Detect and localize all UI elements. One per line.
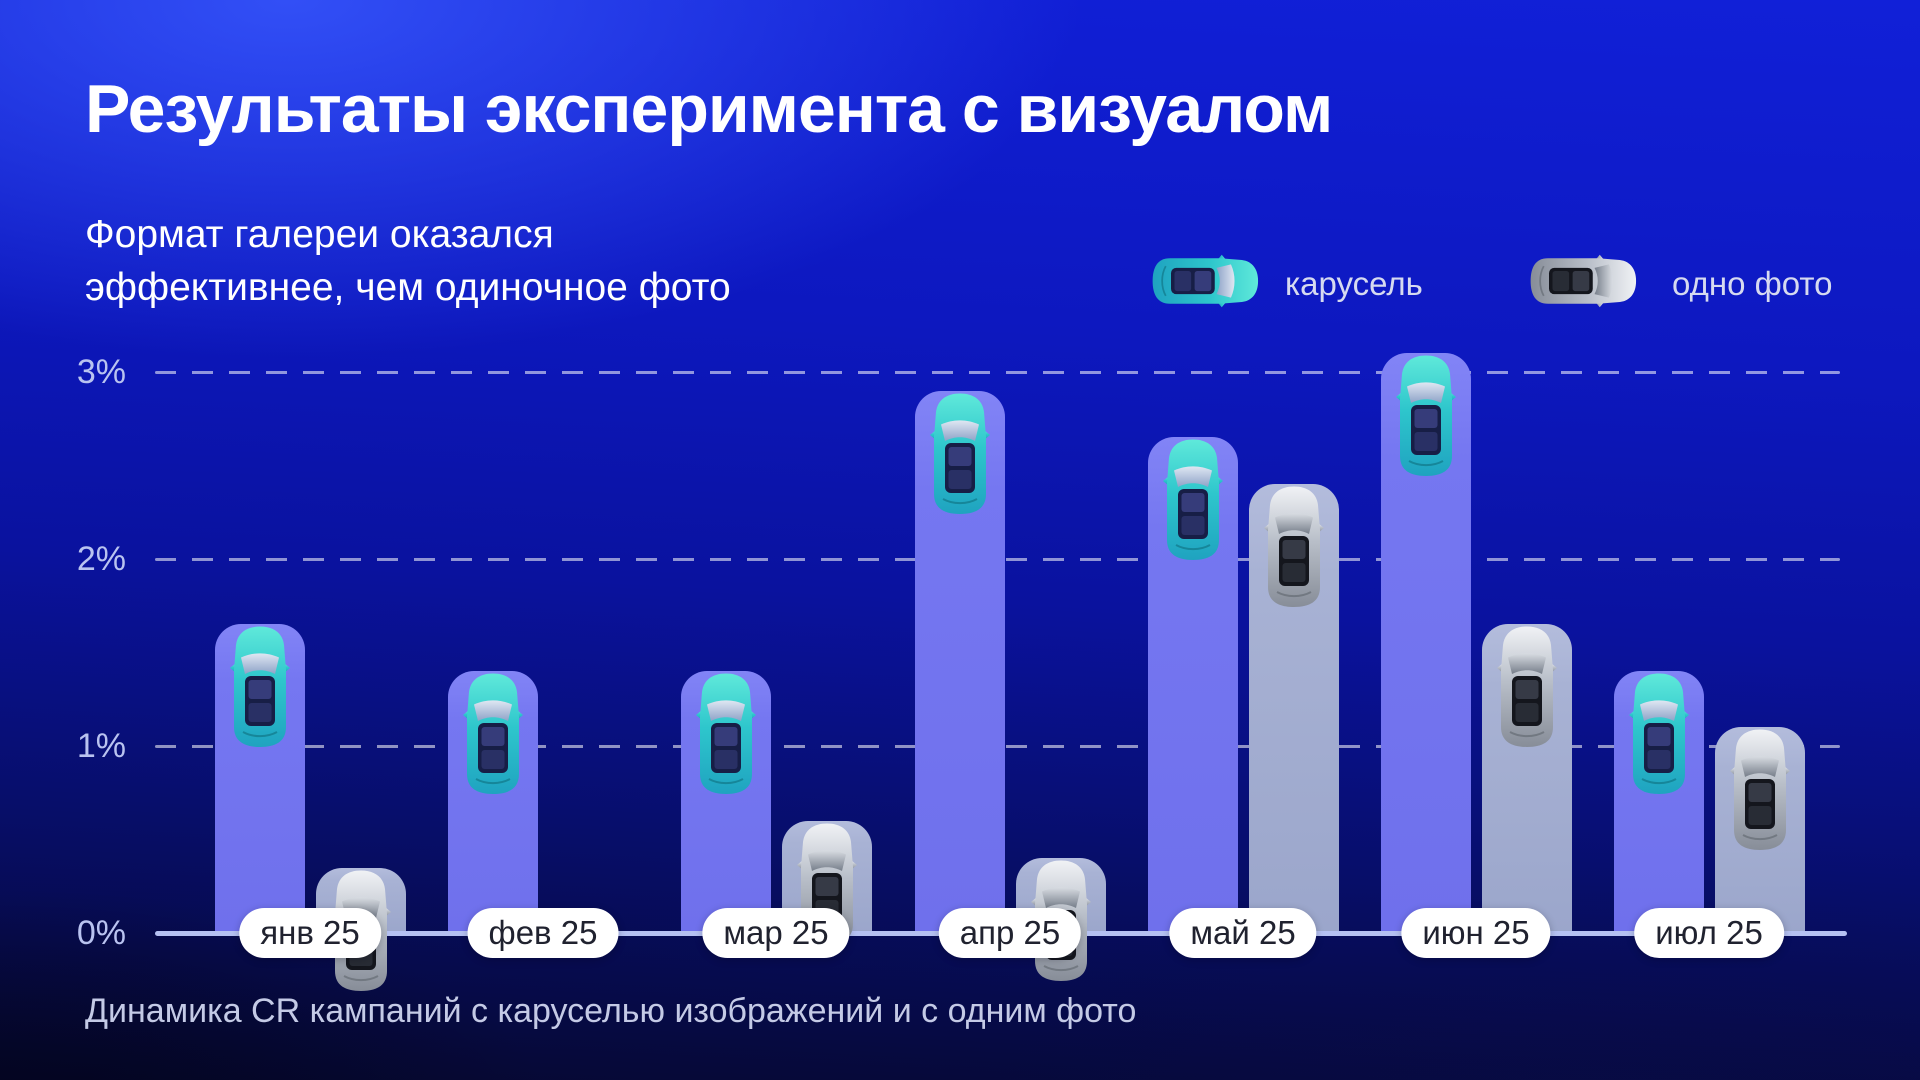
month-label-янв-25: янв 25 [239,908,381,958]
teal-car-icon-июн-25 [1394,353,1458,477]
teal-car-icon-май-25 [1161,437,1225,561]
month-label-мар-25: мар 25 [702,908,850,958]
month-label-фев-25: фев 25 [467,908,619,958]
month-label-май-25: май 25 [1169,908,1317,958]
y-axis-tick-1pct: 1% [76,727,126,765]
gray-car-legend-icon [1528,253,1640,309]
month-label-июл-25: июл 25 [1634,908,1784,958]
subtitle: Формат галереи оказался эффективнее, чем… [85,208,731,314]
subtitle-line-1: Формат галереи оказался [85,213,554,256]
gridline-3pct [155,371,1840,374]
legend-label-photo: одно фото [1672,265,1833,302]
month-label-апр-25: апр 25 [938,908,1082,958]
month-label-июн-25: июн 25 [1401,908,1551,958]
gray-car-icon-июн-25 [1495,624,1559,748]
teal-car-icon-июл-25 [1627,671,1691,795]
y-axis-tick-0pct: 0% [76,914,126,952]
y-axis-tick-3pct: 3% [76,353,126,391]
y-axis-tick-2pct: 2% [76,540,126,578]
gray-car-icon-май-25 [1262,484,1326,608]
teal-car-icon-фев-25 [461,671,525,795]
teal-car-icon-мар-25 [694,671,758,795]
teal-car-legend-icon [1150,253,1262,309]
gray-car-icon-июл-25 [1728,727,1792,851]
legend-label-carousel: карусель [1285,265,1423,302]
chart-caption: Динамика CR кампаний с каруселью изображ… [85,992,1137,1030]
teal-car-icon-апр-25 [928,391,992,515]
subtitle-line-2: эффективнее, чем одиночное фото [85,266,731,309]
page-title: Результаты эксперимента с визуалом [85,71,1333,147]
teal-car-icon-янв-25 [228,624,292,748]
